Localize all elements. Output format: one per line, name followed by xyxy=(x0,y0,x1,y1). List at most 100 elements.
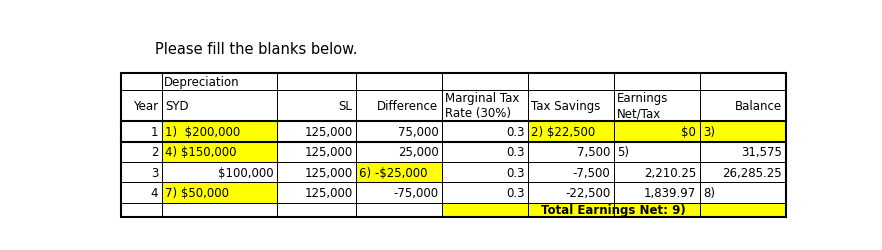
Bar xyxy=(527,183,614,203)
Bar xyxy=(442,73,527,90)
Bar xyxy=(527,162,614,183)
Text: -22,500: -22,500 xyxy=(565,186,610,199)
Bar xyxy=(356,162,442,183)
Text: 125,000: 125,000 xyxy=(304,146,353,159)
Bar xyxy=(121,203,161,217)
Bar xyxy=(614,73,699,90)
Text: 125,000: 125,000 xyxy=(304,126,353,138)
Bar xyxy=(699,142,786,162)
Bar xyxy=(121,142,161,162)
Text: 0.3: 0.3 xyxy=(506,126,525,138)
Text: Marginal Tax
Rate (30%): Marginal Tax Rate (30%) xyxy=(445,92,519,120)
Text: Tax Savings: Tax Savings xyxy=(531,100,601,112)
Bar xyxy=(442,122,527,142)
Bar xyxy=(121,183,161,203)
Text: 2,210.25: 2,210.25 xyxy=(644,166,696,179)
Bar xyxy=(278,203,356,217)
Text: SL: SL xyxy=(339,100,353,112)
Bar xyxy=(614,90,699,122)
Text: 7) $50,000: 7) $50,000 xyxy=(165,186,229,199)
Bar xyxy=(121,122,161,142)
Bar xyxy=(278,73,356,90)
Text: 3: 3 xyxy=(151,166,158,179)
Text: $0: $0 xyxy=(682,126,696,138)
Text: 31,575: 31,575 xyxy=(741,146,782,159)
Bar xyxy=(614,122,699,142)
Bar xyxy=(442,142,527,162)
Bar xyxy=(278,183,356,203)
Bar xyxy=(614,142,699,162)
Bar xyxy=(442,162,527,183)
Bar xyxy=(161,183,278,203)
Text: Difference: Difference xyxy=(377,100,438,112)
Text: 125,000: 125,000 xyxy=(304,186,353,199)
Text: SYD: SYD xyxy=(165,100,189,112)
Bar xyxy=(527,73,614,90)
Bar xyxy=(121,73,786,217)
Text: 4) $150,000: 4) $150,000 xyxy=(165,146,236,159)
Bar xyxy=(356,90,442,122)
Text: 2: 2 xyxy=(151,146,158,159)
Bar xyxy=(699,162,786,183)
Text: 0.3: 0.3 xyxy=(506,166,525,179)
Text: Total Earnings Net: 9): Total Earnings Net: 9) xyxy=(542,203,686,216)
Text: Earnings
Net/Tax: Earnings Net/Tax xyxy=(617,92,669,120)
Bar xyxy=(121,73,161,90)
Text: 2) $22,500: 2) $22,500 xyxy=(531,126,595,138)
Text: 6) -$25,000: 6) -$25,000 xyxy=(359,166,428,179)
Bar xyxy=(699,90,786,122)
Bar xyxy=(442,183,527,203)
Bar xyxy=(699,122,786,142)
Text: Please fill the blanks below.: Please fill the blanks below. xyxy=(154,42,357,56)
Bar xyxy=(614,162,699,183)
Bar xyxy=(278,142,356,162)
Bar xyxy=(699,183,786,203)
Bar xyxy=(278,90,356,122)
Bar xyxy=(356,183,442,203)
Bar xyxy=(442,203,527,217)
Text: 8): 8) xyxy=(703,186,715,199)
Bar xyxy=(356,73,442,90)
Bar xyxy=(614,203,699,217)
Bar xyxy=(699,203,786,217)
Text: Year: Year xyxy=(133,100,158,112)
Bar xyxy=(527,142,614,162)
Text: 26,285.25: 26,285.25 xyxy=(722,166,782,179)
Text: 1)  $200,000: 1) $200,000 xyxy=(165,126,240,138)
Text: 1: 1 xyxy=(151,126,158,138)
Bar xyxy=(278,162,356,183)
Bar xyxy=(442,90,527,122)
Text: 3): 3) xyxy=(703,126,715,138)
Bar xyxy=(527,203,614,217)
Bar xyxy=(614,183,699,203)
Bar xyxy=(161,122,278,142)
Text: 7,500: 7,500 xyxy=(577,146,610,159)
Text: 125,000: 125,000 xyxy=(304,166,353,179)
Text: -7,500: -7,500 xyxy=(572,166,610,179)
Text: 75,000: 75,000 xyxy=(398,126,438,138)
Bar xyxy=(278,122,356,142)
Text: 25,000: 25,000 xyxy=(398,146,438,159)
Bar xyxy=(161,203,278,217)
Bar xyxy=(161,90,278,122)
Bar xyxy=(161,162,278,183)
Text: Depreciation: Depreciation xyxy=(164,75,240,88)
Bar xyxy=(356,142,442,162)
Text: 1,839.97: 1,839.97 xyxy=(644,186,696,199)
Bar xyxy=(121,90,161,122)
Text: -75,000: -75,000 xyxy=(393,186,438,199)
Text: Balance: Balance xyxy=(735,100,782,112)
Bar xyxy=(356,203,442,217)
Bar xyxy=(161,142,278,162)
Text: 0.3: 0.3 xyxy=(506,186,525,199)
Text: 5): 5) xyxy=(617,146,629,159)
Bar xyxy=(161,73,278,90)
Bar xyxy=(121,162,161,183)
Text: 0.3: 0.3 xyxy=(506,146,525,159)
Bar xyxy=(527,122,614,142)
Bar xyxy=(527,90,614,122)
Bar xyxy=(699,73,786,90)
Text: 4: 4 xyxy=(151,186,158,199)
Bar xyxy=(356,122,442,142)
Text: $100,000: $100,000 xyxy=(219,166,274,179)
